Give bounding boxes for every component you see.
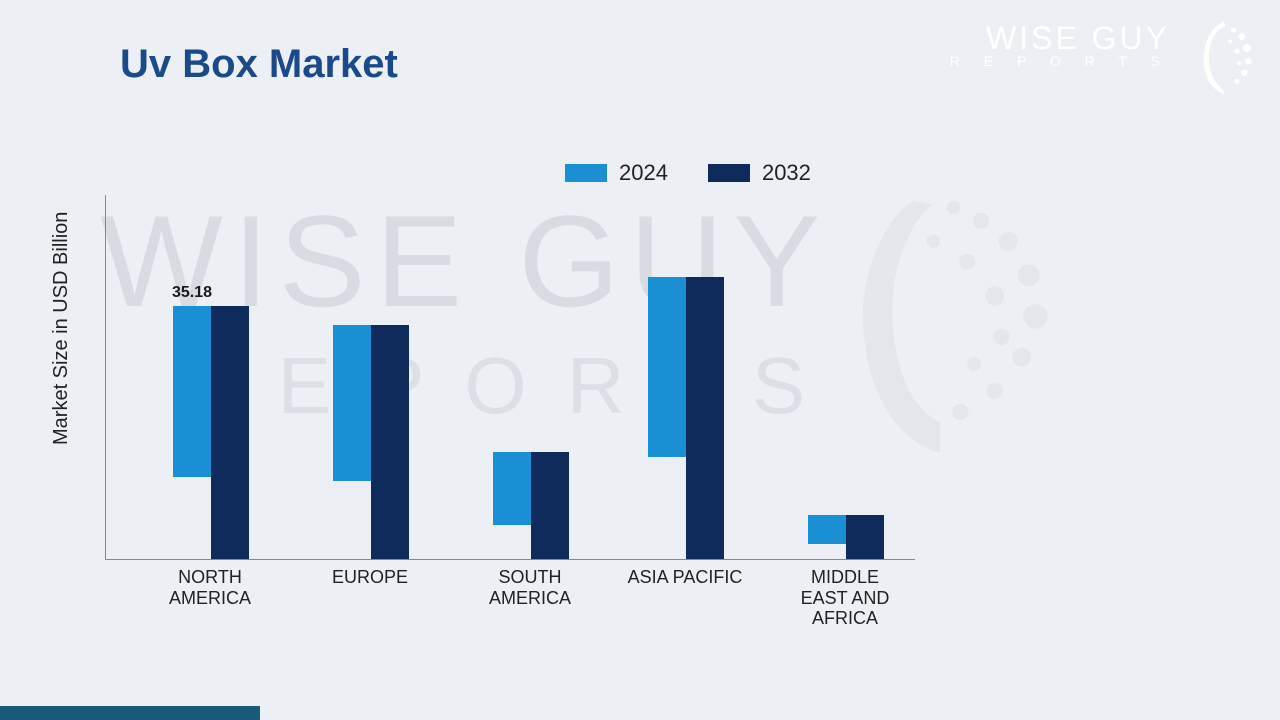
bar-2032 [846,515,884,559]
legend-swatch-2032 [708,164,750,182]
legend-swatch-2024 [565,164,607,182]
legend-item-2024: 2024 [565,160,668,186]
bar-2024 [808,515,846,544]
bar-2032 [371,325,409,559]
bar-group [636,277,736,559]
bar-2024 [333,325,371,481]
bar-group [796,515,896,559]
bar-2032 [531,452,569,559]
chart-title: Uv Box Market [120,42,398,87]
x-axis-label: SOUTH AMERICA [470,567,590,608]
bar-2032 [211,306,249,559]
bar-2024 [493,452,531,525]
legend: 2024 2032 [565,160,811,186]
logo-main-text: WISE GUY [950,20,1170,57]
bar-group: 35.18 [161,306,261,559]
x-axis-label: NORTH AMERICA [150,567,270,608]
logo-head-icon [1192,18,1262,98]
y-axis-label: Market Size in USD Billion [50,212,73,445]
bar-2024 [648,277,686,457]
chart-area: Market Size in USD Billion 2024 2032 35.… [60,165,930,645]
bar-group [481,452,581,559]
bar-2024: 35.18 [173,306,211,477]
page: WISE GUY REPORTS Uv Box Market WISE GUY … [0,0,1280,720]
x-axis-label: ASIA PACIFIC [625,567,745,588]
brand-logo: WISE GUY R E P O R T S [950,20,1170,69]
bar-2032 [686,277,724,559]
logo-sub-text: R E P O R T S [950,53,1170,69]
bar-group [321,325,421,559]
legend-item-2032: 2032 [708,160,811,186]
x-axis-label: MIDDLE EAST AND AFRICA [785,567,905,629]
plot-area: 35.18 [105,195,915,560]
x-axis-label: EUROPE [310,567,430,588]
bar-value-label: 35.18 [172,284,212,302]
legend-label-2032: 2032 [762,160,811,186]
legend-label-2024: 2024 [619,160,668,186]
bottom-accent-bar [0,706,260,720]
